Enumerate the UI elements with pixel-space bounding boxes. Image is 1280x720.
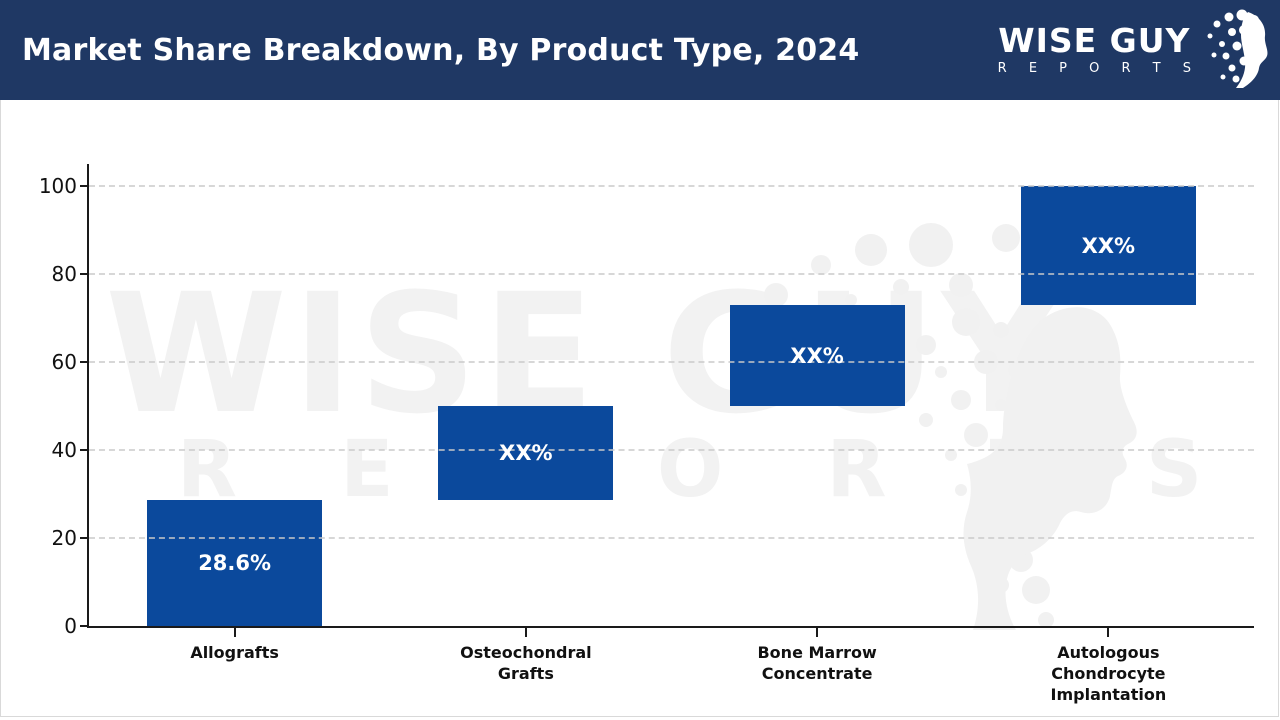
bar-4 [1020,186,1196,306]
y-tick-label-40: 40 [51,438,77,462]
page-title: Market Share Breakdown, By Product Type,… [22,32,860,68]
bar-label-2: XX% [499,441,553,466]
x-category-label-2: Osteochondral Grafts [460,643,592,683]
chart-canvas: WISE GUY R E P O R T S 0 20 40 60 80 100 28.6%… [0,100,1279,717]
brand-logo: WISE GUY R E P O R T S [989,8,1280,92]
gridline-80 [89,273,1254,275]
y-tick-label-0: 0 [64,614,77,638]
gridline-60 [89,361,1254,363]
bar-2 [438,406,614,501]
y-tick-40 [80,449,89,451]
y-tick-60 [80,361,89,363]
y-axis-line [87,164,89,628]
bar-label-4: XX% [1081,233,1136,258]
x-category-label-4: Autologous Chondrocyte Implantation [1050,643,1167,704]
x-tick-1 [233,628,236,637]
y-tick-label-80: 80 [51,262,77,286]
x-axis-line [87,626,1254,628]
gridline-100 [89,185,1254,187]
brand-face-icon [1207,9,1268,88]
y-tick-100 [80,185,89,187]
header-bar: Market Share Breakdown, By Product Type,… [0,0,1280,100]
x-category-label-1: Allografts [190,643,279,662]
x-tick-2 [524,628,527,637]
y-tick-label-20: 20 [51,526,77,550]
gridline-20 [89,537,1254,539]
brand-name: WISE GUY [998,21,1191,60]
bar-3 [729,305,905,406]
brand-logo-text: WISE GUY R E P O R T S [989,23,1200,77]
x-tick-4 [1107,628,1110,637]
x-category-label-3: Bone Marrow Concentrate [757,643,877,683]
y-tick-0 [80,625,89,627]
bar-label-3: XX% [790,343,844,368]
y-tick-20 [80,537,89,539]
brand-subtitle: R E P O R T S [997,61,1200,76]
y-tick-label-100: 100 [38,174,77,198]
y-tick-label-60: 60 [51,350,77,374]
y-tick-80 [80,273,89,275]
bar-label-1: 28.6% [198,551,272,576]
x-tick-3 [816,628,819,637]
bar-1 [147,500,323,626]
gridline-40 [89,449,1254,451]
